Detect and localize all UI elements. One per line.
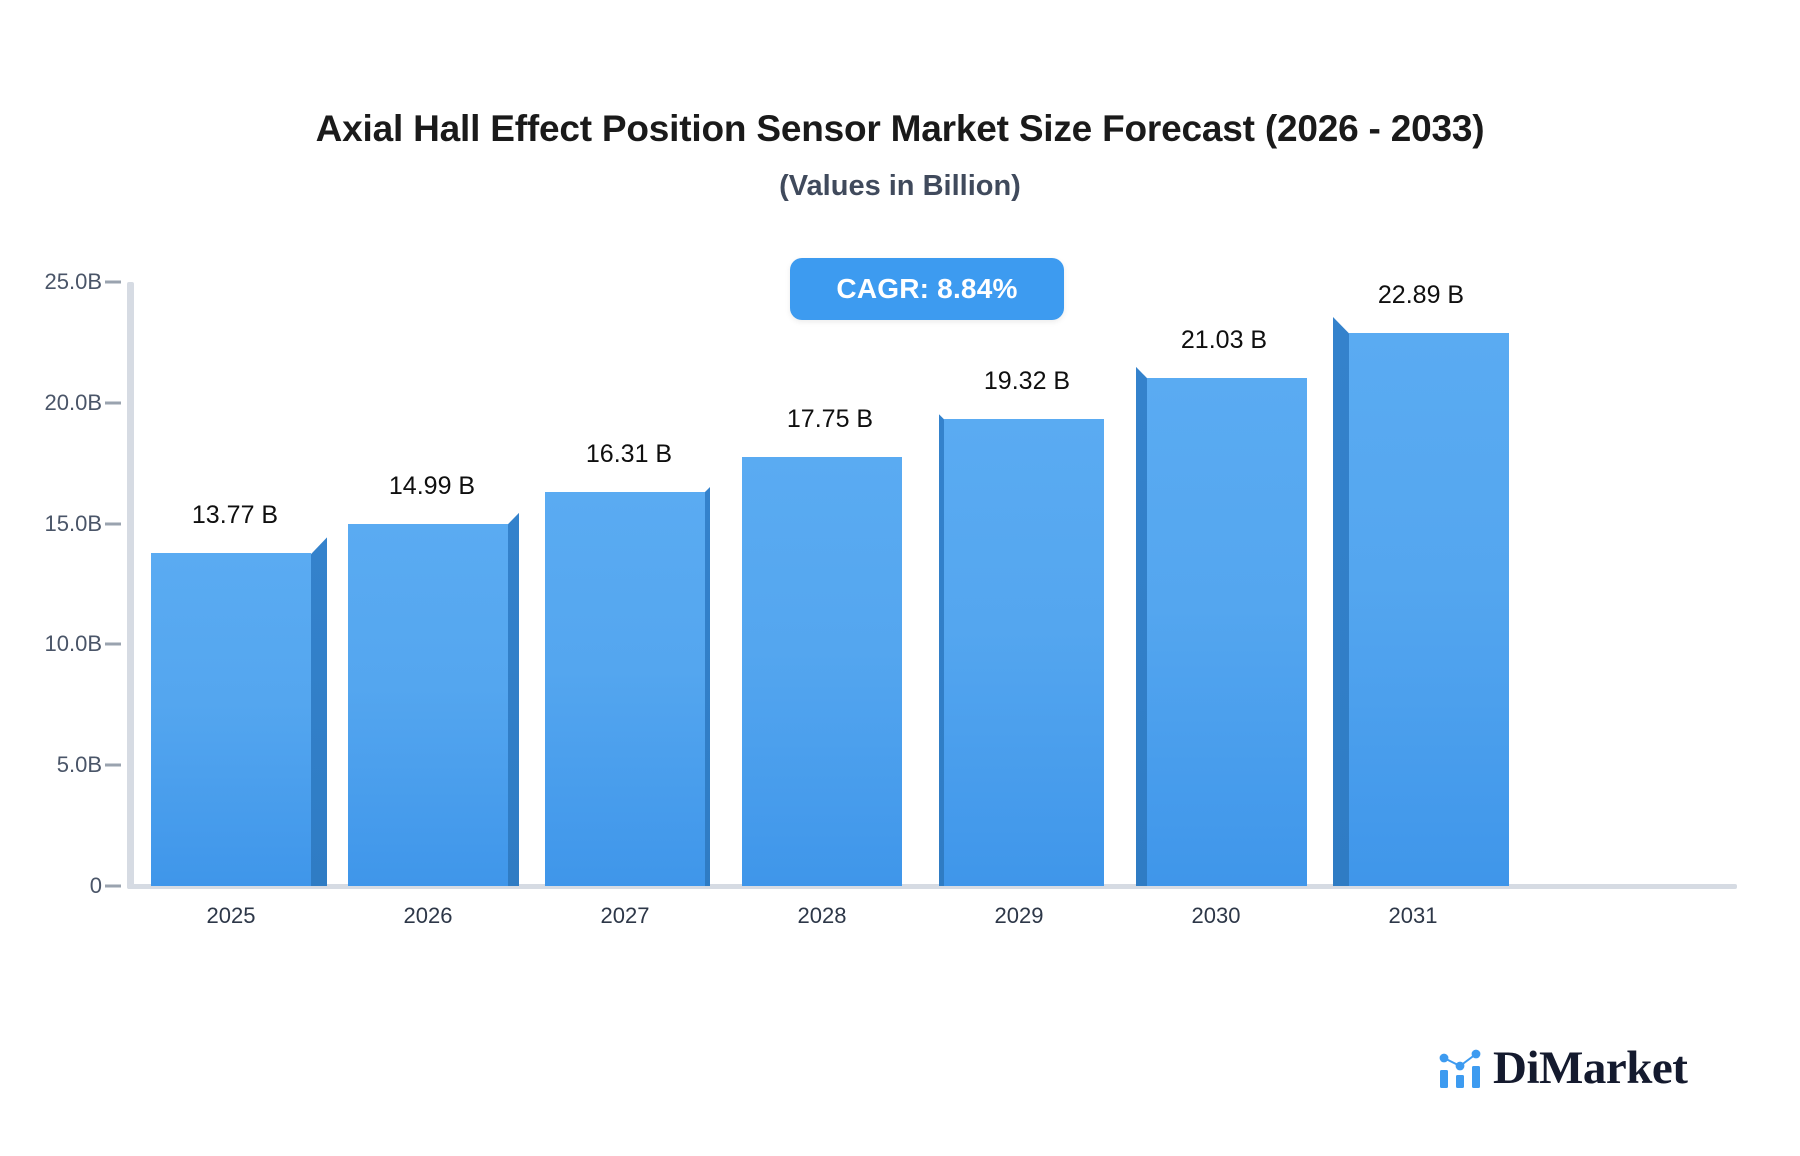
bar-face [151, 553, 311, 886]
y-axis-tick-mark [105, 763, 121, 767]
x-axis-line [127, 884, 1737, 889]
x-axis-tick-label: 2025 [206, 903, 256, 928]
y-axis-tick-label: 0 [89, 873, 102, 898]
bar-value-label: 17.75 B [786, 405, 874, 434]
bar-face [1147, 377, 1307, 886]
bar [151, 537, 327, 886]
bar-side-panel [939, 414, 944, 886]
y-axis-tick-label: 20.0B [44, 389, 103, 415]
bar-value-label: 13.77 B [191, 501, 279, 530]
bar-value-label: 21.03 B [1180, 325, 1268, 354]
x-axis-tick-label: 2026 [403, 903, 453, 928]
bar [545, 476, 721, 886]
bar-side-panel [705, 486, 710, 886]
bar [1333, 316, 1509, 886]
bar [348, 508, 524, 886]
y-axis-tick-label: 5.0B [56, 752, 102, 778]
bar-value-label: 19.32 B [983, 367, 1071, 396]
y-axis-tick-mark [105, 280, 121, 284]
cagr-badge: CAGR: 8.84% [790, 258, 1064, 320]
bar-chart-icon [1437, 1046, 1483, 1092]
x-axis-tick-label: 2028 [797, 903, 847, 928]
bar-side-panel [1136, 366, 1147, 886]
y-axis-tick-mark [105, 401, 121, 405]
bar [1136, 362, 1312, 886]
bar-side-panel [1333, 316, 1349, 886]
bar-value-label: 14.99 B [388, 471, 476, 500]
y-axis-tick-mark [105, 522, 121, 526]
logo-text: DiMarket [1493, 1042, 1688, 1094]
x-axis-tick-label: 2030 [1191, 903, 1241, 928]
y-axis-tick-mark [105, 884, 121, 888]
bar [742, 441, 918, 886]
bar-side-panel [508, 512, 519, 886]
y-axis-line [127, 282, 134, 889]
page-subtitle: (Values in Billion) [779, 170, 1021, 202]
y-axis-tick-label: 25.0B [44, 269, 103, 294]
bar-side-panel [311, 537, 327, 886]
bar-face [348, 523, 508, 886]
x-axis-tick-label: 2029 [994, 903, 1044, 928]
bar-face [742, 457, 902, 886]
dimarket-logo: DiMarket [1437, 1042, 1688, 1094]
bar-face [545, 491, 705, 886]
bar-face [1349, 332, 1509, 886]
x-axis-tick-label: 2031 [1388, 903, 1438, 928]
bar [939, 403, 1115, 886]
bar-value-label: 22.89 B [1377, 280, 1465, 309]
y-axis-tick-mark [105, 642, 121, 646]
cagr-badge-label: CAGR: 8.84% [836, 273, 1018, 304]
x-axis-tick-label: 2027 [600, 903, 650, 928]
bar-value-label: 16.31 B [585, 439, 673, 468]
y-axis-tick-label: 15.0B [44, 510, 103, 536]
bar-face [944, 419, 1104, 886]
y-axis-tick-label: 10.0B [44, 631, 103, 657]
page-title: Axial Hall Effect Position Sensor Market… [315, 108, 1485, 149]
